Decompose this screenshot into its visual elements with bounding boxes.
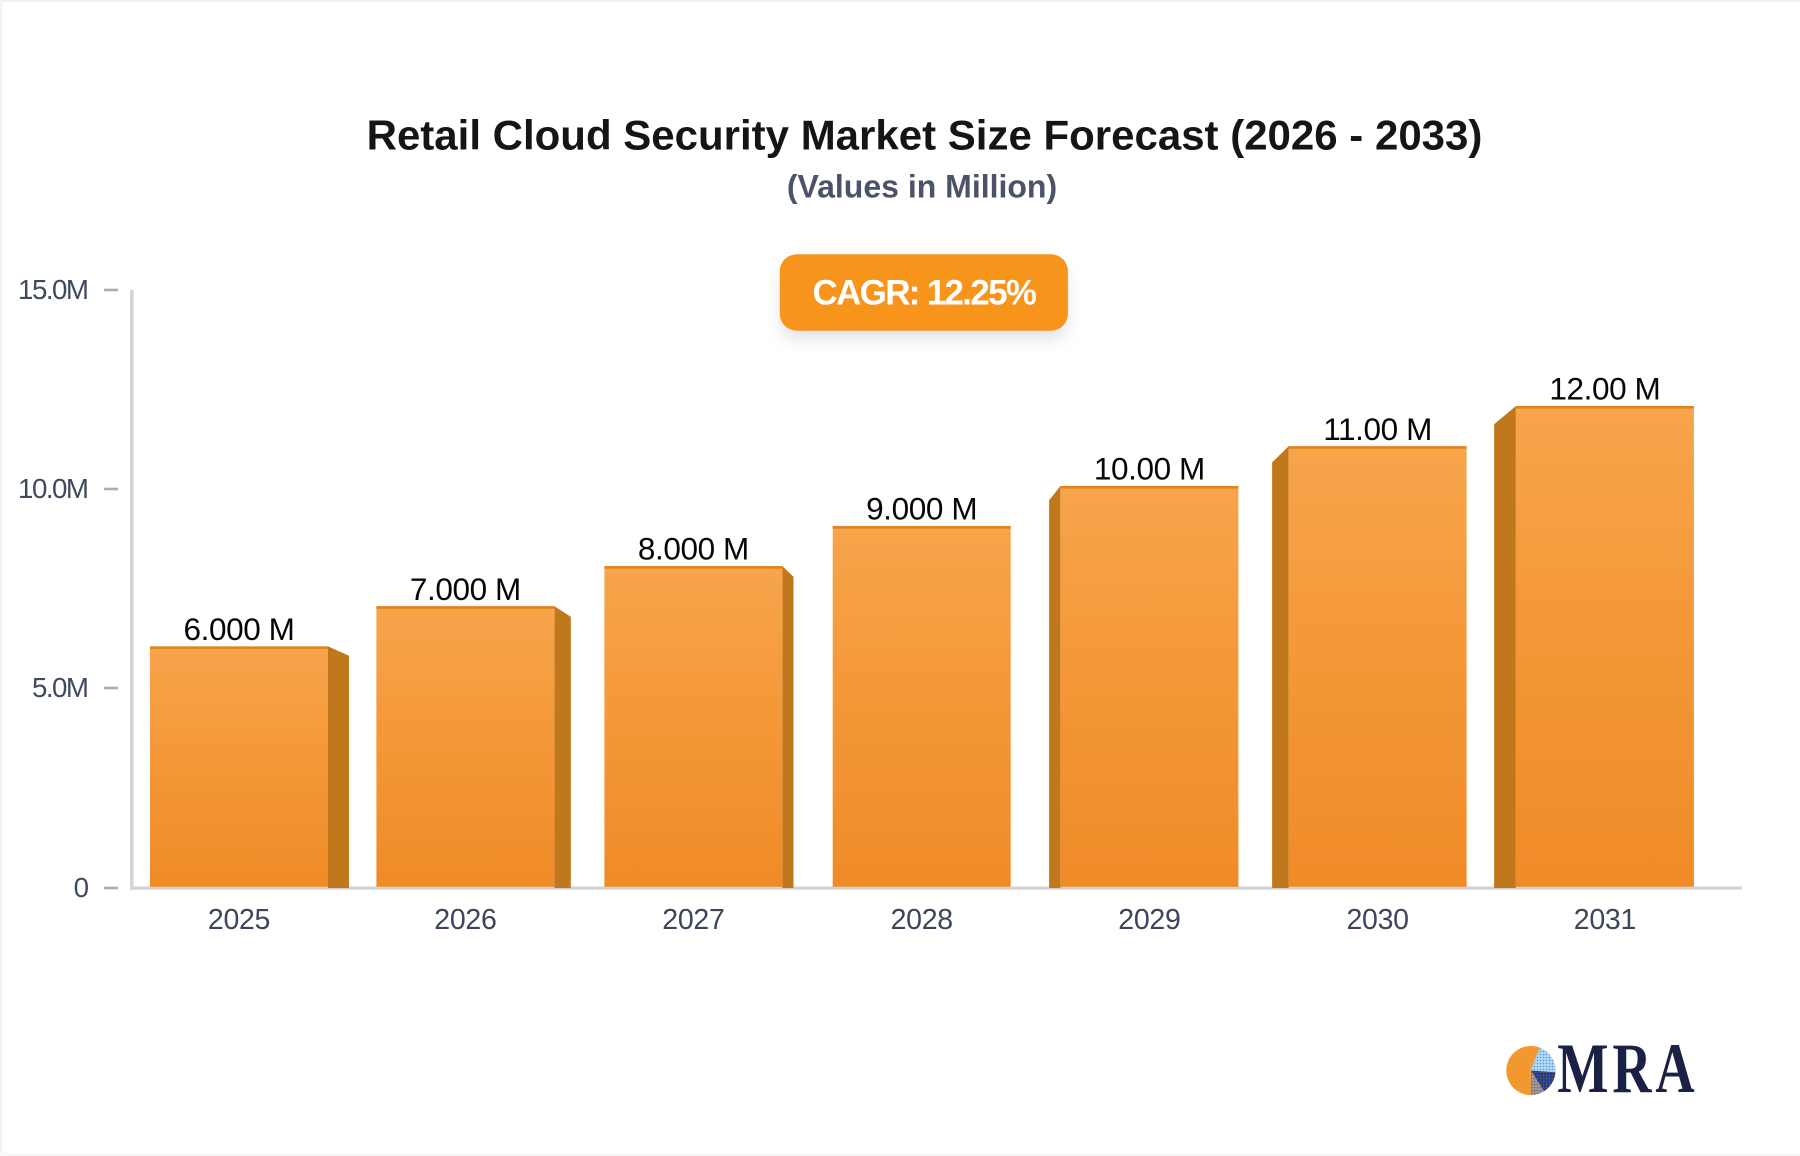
svg-text:2025: 2025 (208, 904, 270, 936)
svg-text:8.000 M: 8.000 M (638, 531, 749, 567)
svg-text:2027: 2027 (662, 904, 724, 936)
svg-text:2030: 2030 (1346, 904, 1408, 936)
svg-text:MRA: MRA (1557, 1029, 1698, 1107)
svg-text:11.00 M: 11.00 M (1323, 411, 1432, 447)
svg-text:12.00 M: 12.00 M (1549, 371, 1660, 407)
svg-text:6.000 M: 6.000 M (183, 611, 294, 647)
svg-text:0: 0 (74, 872, 89, 903)
svg-text:10.00 M: 10.00 M (1094, 451, 1205, 487)
svg-text:(Values in Million): (Values in Million) (787, 169, 1057, 205)
svg-text:2026: 2026 (434, 904, 496, 936)
svg-text:2031: 2031 (1574, 904, 1636, 936)
svg-text:2028: 2028 (891, 904, 953, 936)
svg-text:7.000 M: 7.000 M (410, 571, 521, 607)
svg-text:Retail Cloud Security Market S: Retail Cloud Security Market Size Foreca… (367, 111, 1483, 158)
svg-text:10.0M: 10.0M (18, 473, 87, 504)
svg-text:CAGR: 12.25%: CAGR: 12.25% (813, 274, 1037, 313)
svg-text:2029: 2029 (1118, 904, 1180, 936)
svg-text:5.0M: 5.0M (32, 672, 88, 703)
svg-text:9.000 M: 9.000 M (866, 491, 977, 527)
svg-text:15.0M: 15.0M (18, 274, 87, 305)
